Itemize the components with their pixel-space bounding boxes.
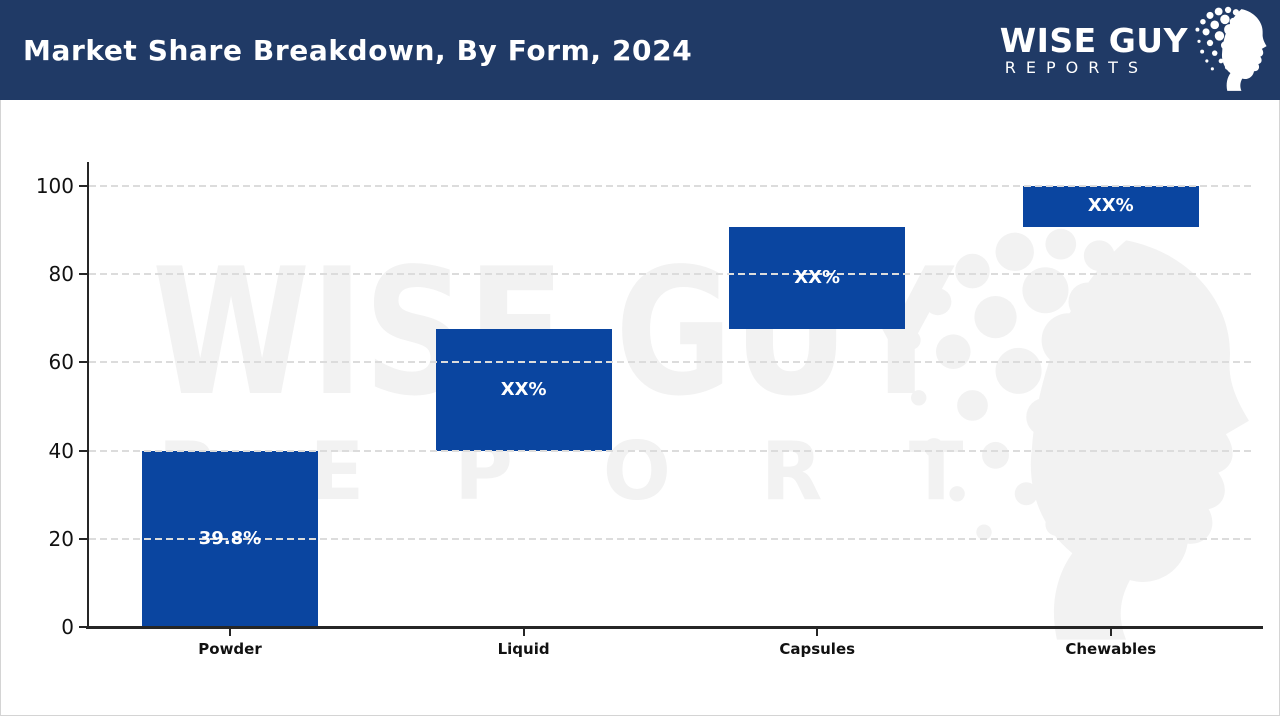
x-axis-line: [86, 626, 1263, 629]
figure-border-bottom: [0, 715, 1280, 716]
bar-chewables: [1022, 186, 1199, 227]
y-axis-line: [87, 162, 89, 629]
x-category-label-powder: Powder: [198, 640, 262, 658]
bar-capsules: [729, 226, 906, 329]
y-tick-0: [79, 626, 88, 628]
y-tick-label-80: 80: [48, 262, 74, 287]
x-category-label-chewables: Chewables: [1065, 640, 1157, 658]
x-category-label-capsules: Capsules: [779, 640, 856, 658]
bar-value-label-powder: 39.8%: [198, 528, 262, 550]
figure-border-left: [0, 100, 1, 716]
gridline-20: [89, 537, 1252, 540]
gridline-40: [89, 449, 1252, 452]
bar-value-label-chewables: XX%: [1087, 195, 1134, 217]
brand-logo-text: WISE GUY REPORTS: [1000, 24, 1188, 76]
face-logo-icon: [1195, 6, 1267, 91]
header-bar: Market Share Breakdown, By Form, 2024 WI…: [0, 0, 1280, 100]
y-tick-20: [79, 537, 88, 540]
y-tick-100: [79, 185, 88, 187]
gridline-80: [89, 273, 1252, 276]
y-tick-label-100: 100: [35, 174, 74, 198]
y-tick-label-60: 60: [48, 350, 74, 375]
watermark-face-icon: [901, 228, 1249, 640]
brand-name: WISE GUY: [999, 21, 1188, 60]
y-tick-label-40: 40: [48, 438, 74, 463]
y-tick-80: [79, 273, 88, 276]
bar-value-label-liquid: XX%: [500, 379, 547, 401]
gridline-100: [89, 185, 1252, 187]
x-tick-chewables: [1109, 629, 1112, 636]
chart-title: Market Share Breakdown, By Form, 2024: [23, 33, 693, 67]
x-tick-capsules: [816, 629, 819, 636]
bar-value-label-capsules: XX%: [794, 266, 841, 288]
x-tick-powder: [229, 629, 231, 636]
bar-liquid: [435, 328, 612, 452]
x-category-label-liquid: Liquid: [497, 640, 550, 658]
x-tick-liquid: [522, 629, 525, 636]
brand-subtitle: REPORTS: [1004, 58, 1149, 77]
y-tick-label-20: 20: [48, 526, 74, 551]
y-tick-40: [79, 449, 88, 452]
gridline-60: [89, 361, 1252, 364]
y-tick-label-0: 0: [61, 615, 74, 639]
brand-logo: WISE GUY REPORTS: [1000, 6, 1280, 94]
y-tick-60: [79, 361, 88, 364]
